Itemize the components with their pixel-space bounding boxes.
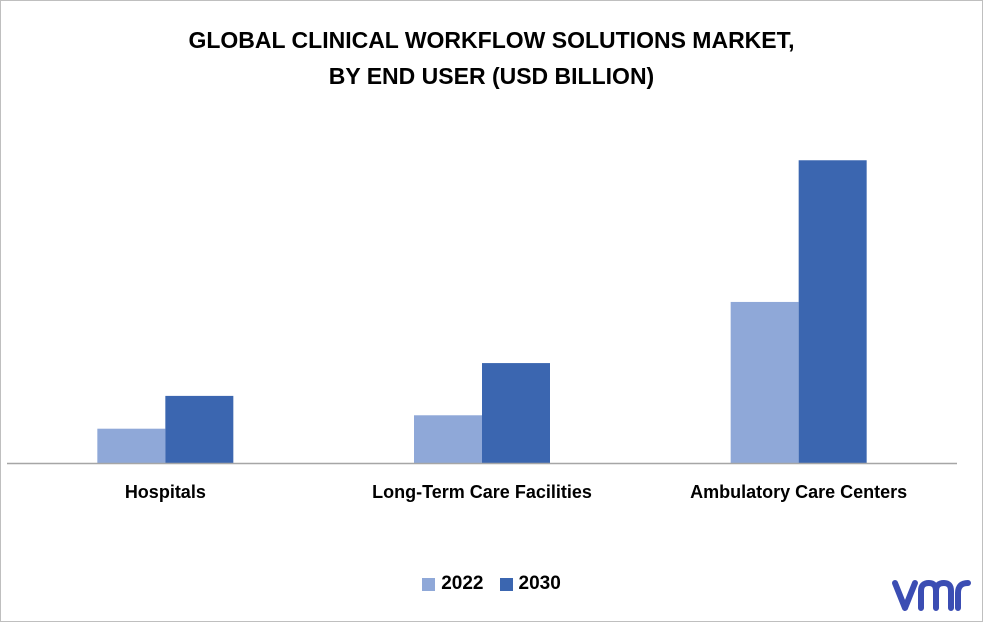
- x-tick-label: Ambulatory Care Centers: [690, 482, 907, 502]
- legend-swatch-2030: [499, 577, 513, 591]
- bar-2022-ambulatory-care-centers: [730, 301, 799, 463]
- x-tick-label: Long-Term Care Facilities: [372, 482, 592, 502]
- legend-swatch-2022: [422, 577, 436, 591]
- legend-item-2022: 2022: [422, 573, 484, 595]
- chart-title: GLOBAL CLINICAL WORKFLOW SOLUTIONS MARKE…: [0, 22, 983, 94]
- bar-2022-long-term-care-facilities: [414, 415, 482, 463]
- chart-title-line-2: BY END USER (USD BILLION): [328, 63, 655, 89]
- bar-2022-hospitals: [97, 428, 166, 463]
- chart-legend: 2022 2030: [0, 573, 983, 595]
- x-tick-label: Hospitals: [125, 482, 206, 502]
- bar-2030-ambulatory-care-centers: [798, 160, 867, 464]
- bar-2030-long-term-care-facilities: [482, 363, 550, 463]
- chart-title-line-1: GLOBAL CLINICAL WORKFLOW SOLUTIONS MARKE…: [188, 27, 795, 53]
- legend-item-2030: 2030: [499, 573, 561, 595]
- legend-label-2030: 2030: [518, 573, 561, 594]
- legend-label-2022: 2022: [441, 573, 484, 594]
- vmr-logo-icon: [892, 580, 971, 611]
- bar-2030-hospitals: [165, 395, 234, 463]
